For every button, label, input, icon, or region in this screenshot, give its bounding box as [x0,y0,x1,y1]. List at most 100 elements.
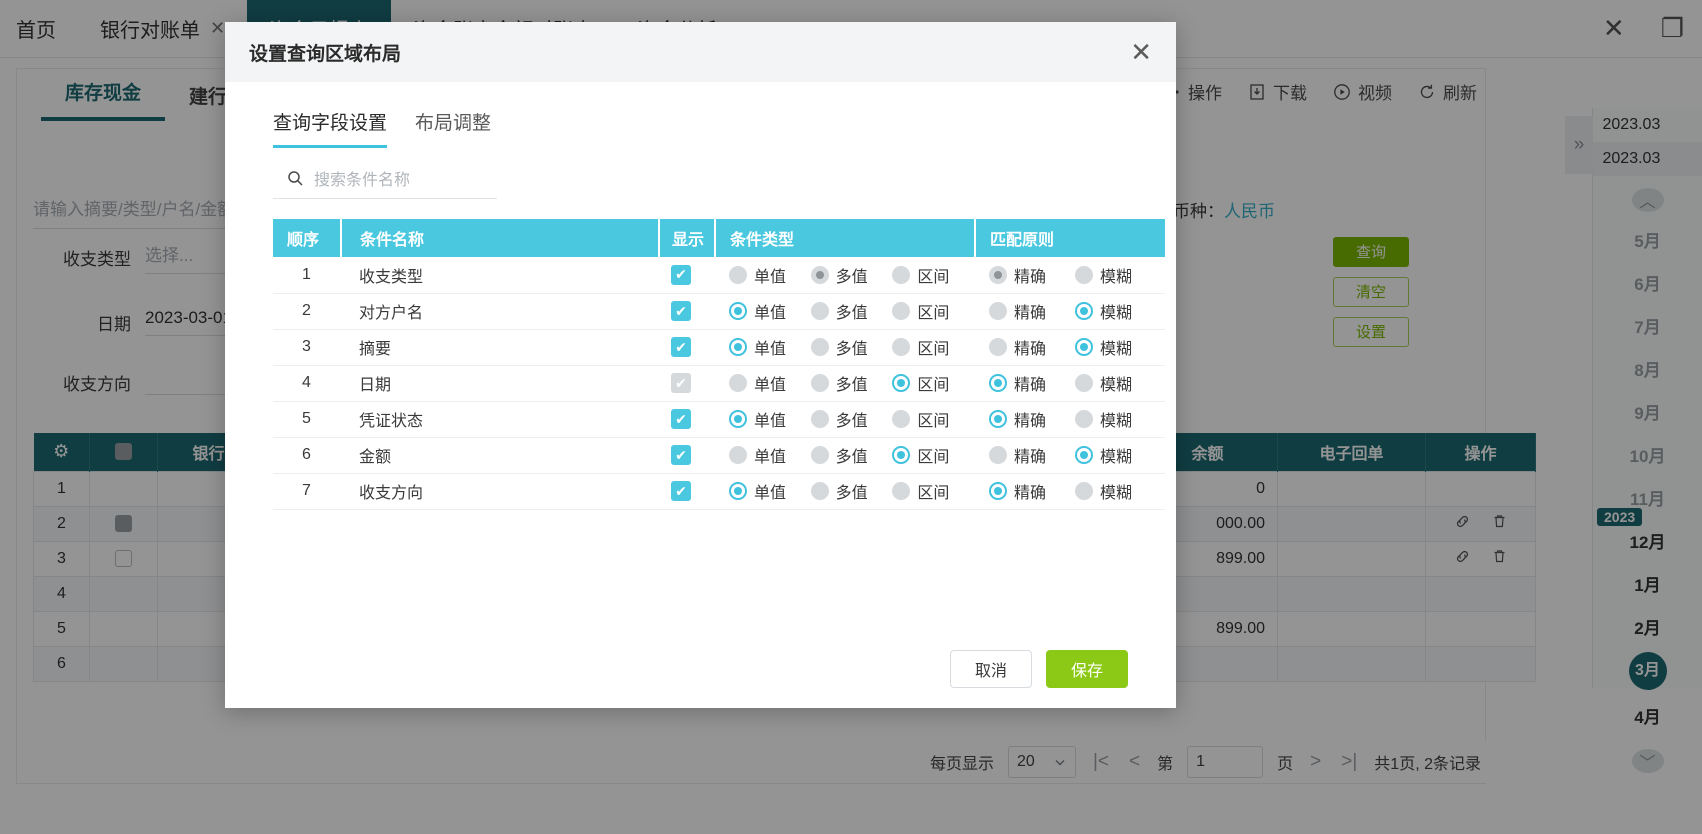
cond-type-radios-option-单值[interactable]: 单值 [729,299,811,323]
rail-date-0[interactable]: 2023.03 [1602,116,1661,133]
column-gear[interactable]: ⚙ [33,433,90,471]
rail-month-11月[interactable]: 11月 [1630,490,1665,509]
cond-type-radios-option-单值[interactable]: 单值 [729,479,811,503]
save-button[interactable]: 保存 [1046,650,1128,688]
rail-month-3月[interactable]: 3月 [1628,652,1667,690]
rail-month-9月[interactable]: 9月 [1634,404,1661,423]
rail-month-8月[interactable]: 8月 [1634,361,1661,380]
rail-collapse-icon[interactable]: » [1565,116,1593,174]
cond-type-radios-option-区间[interactable]: 区间 [892,407,974,431]
match-rule-radios-option-精确[interactable]: 精确 [989,371,1075,395]
match-rule-radios-option-精确[interactable]: 精确 [989,335,1075,359]
page-number-input[interactable]: 1 [1187,746,1264,778]
cond-type-radios-option-区间[interactable]: 区间 [892,371,974,395]
query-button[interactable]: 查询 [1333,237,1409,267]
cond-type-radios-option-多值[interactable]: 多值 [810,407,893,431]
match-rule-radios-option-模糊[interactable]: 模糊 [1075,479,1161,503]
window-restore-icon[interactable]: ❐ [1660,13,1684,43]
match-rule-radios-option-精确[interactable]: 精确 [989,443,1075,467]
cond-type-radios-option-多值[interactable]: 多值 [810,443,893,467]
toolbar-download[interactable]: 下载 [1248,79,1307,104]
next-page-icon[interactable]: > [1310,751,1322,772]
tab-layout-adjust[interactable]: 布局调整 [415,108,491,148]
rail-month-1月[interactable]: 1月 [1634,576,1661,595]
last-page-icon[interactable]: >| [1341,751,1358,772]
close-icon[interactable]: ✕ [210,18,226,38]
match-rule-radios-option-模糊[interactable]: 模糊 [1075,371,1161,395]
rail-month-6月[interactable]: 6月 [1634,275,1661,294]
tab-home[interactable]: 首页 [0,0,78,58]
radio-icon [892,265,911,284]
radio-label: 区间 [917,268,950,286]
rail-month-7月[interactable]: 7月 [1634,318,1661,337]
show-checkbox[interactable]: ✔ [671,445,691,465]
cond-type-radios-option-区间[interactable]: 区间 [892,299,974,323]
currency-value[interactable]: 人民币 [1224,202,1275,221]
match-rule-radios-option-精确[interactable]: 精确 [989,407,1075,431]
rail-month-2月[interactable]: 2月 [1634,619,1661,638]
row-checkbox-cell[interactable] [89,610,158,647]
gear-icon[interactable]: ⚙ [53,441,70,462]
select-all-checkbox[interactable] [115,443,132,461]
match-rule-radios: 精确 模糊 [989,479,1164,503]
row-checkbox-cell[interactable] [89,470,158,507]
account-tab-cash[interactable]: 库存现金 [41,78,166,121]
cond-type-radios-option-单值[interactable]: 单值 [729,371,811,395]
link-icon[interactable] [1454,548,1471,565]
condition-search-input[interactable]: 搜索条件名称 [273,158,497,199]
column-select-all[interactable] [89,433,158,471]
match-rule-radios-option-精确[interactable]: 精确 [989,299,1075,323]
show-checkbox[interactable]: ✔ [671,337,691,357]
show-checkbox[interactable]: ✔ [671,301,691,321]
cond-type-radios-option-多值[interactable]: 多值 [810,371,893,395]
row-checkbox-cell[interactable] [89,505,158,542]
prev-page-icon[interactable]: < [1129,751,1141,772]
row-checkbox-cell[interactable] [89,540,158,577]
rail-scroll-up-icon[interactable]: ︿ [1631,188,1664,212]
row-checkbox[interactable] [115,514,132,532]
dialog-close-icon[interactable]: ✕ [1130,37,1152,67]
show-checkbox[interactable]: ✔ [671,264,691,285]
cond-type-radios-option-单值[interactable]: 单值 [729,407,811,431]
match-rule-radios-option-模糊[interactable]: 模糊 [1075,335,1161,359]
cond-type-radios: 单值 多值 区间 [729,479,974,503]
rail-month-5月[interactable]: 5月 [1634,232,1661,251]
cond-type-radios-option-多值[interactable]: 多值 [810,299,893,323]
account-tab-ccb[interactable]: 建行 [165,82,251,121]
toolbar-refresh[interactable]: 刷新 [1418,79,1477,104]
rail-date-1[interactable]: 2023.03 [1592,142,1702,176]
cond-type-radios-option-区间[interactable]: 区间 [892,443,974,467]
tab-bank-statement[interactable]: 银行对账单 ✕ [78,0,247,58]
match-rule-radios-option-模糊[interactable]: 模糊 [1075,443,1161,467]
match-rule-radios-option-精确[interactable]: 精确 [989,479,1075,503]
rail-month-10月[interactable]: 10月 [1629,447,1666,466]
match-rule-radios-option-模糊[interactable]: 模糊 [1075,299,1161,323]
row-checkbox[interactable] [115,549,132,567]
rail-month-4月[interactable]: 4月 [1634,708,1661,727]
cond-type-radios-option-区间[interactable]: 区间 [892,335,974,359]
trash-icon[interactable] [1491,548,1508,565]
rail-month-12月[interactable]: 12月 [1629,533,1666,552]
row-checkbox-cell[interactable] [89,575,158,612]
radio-icon [729,265,747,284]
link-icon[interactable] [1454,513,1471,530]
settings-button[interactable]: 设置 [1333,317,1409,347]
show-checkbox[interactable]: ✔ [671,481,691,501]
cancel-button[interactable]: 取消 [950,650,1032,688]
cond-type-radios-option-多值[interactable]: 多值 [810,335,893,359]
toolbar-video[interactable]: 视频 [1333,79,1392,104]
row-checkbox-cell[interactable] [89,645,158,682]
trash-icon[interactable] [1491,513,1508,530]
window-close-icon[interactable]: ✕ [1602,13,1625,43]
first-page-icon[interactable]: |< [1092,751,1110,772]
clear-button[interactable]: 清空 [1333,277,1409,307]
show-checkbox[interactable]: ✔ [671,409,691,429]
tab-query-field-settings[interactable]: 查询字段设置 [273,108,388,148]
cond-type-radios-option-单值[interactable]: 单值 [729,443,811,467]
match-rule-radios-option-模糊[interactable]: 模糊 [1075,407,1161,431]
cond-type-radios-option-单值[interactable]: 单值 [729,335,811,359]
per-page-select[interactable]: 20 [1007,746,1076,778]
cond-type-radios-option-区间[interactable]: 区间 [892,479,974,503]
rail-scroll-down-icon[interactable]: ﹀ [1631,749,1664,773]
cond-type-radios-option-多值[interactable]: 多值 [810,479,893,503]
